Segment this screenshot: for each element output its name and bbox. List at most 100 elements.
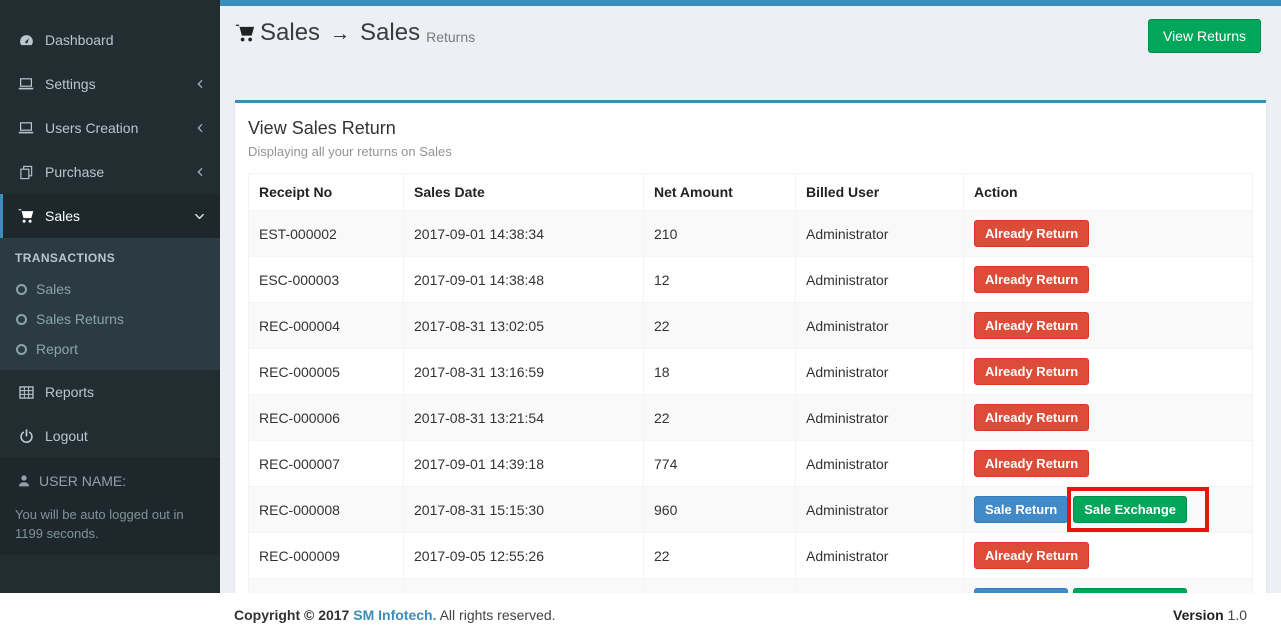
cell-action: Already Return	[963, 348, 1253, 395]
submenu-item-report[interactable]: Report	[0, 334, 220, 364]
table-row: EST-000002 2017-09-01 14:38:34 210 Administ…	[248, 210, 1253, 257]
sidebar-item-sales[interactable]: Sales	[0, 194, 220, 238]
cell-action: Already Return	[963, 302, 1253, 349]
cell-billed-user: Administrator	[795, 578, 964, 593]
cell-action: Sale Return Sale Exchange	[963, 578, 1253, 593]
table-row: REC-000008 2017-08-31 15:15:30 960 Administ…	[248, 486, 1253, 533]
sales-returns-table: Receipt No Sales Date Net Amount Billed Use…	[248, 173, 1253, 593]
submenu-item-label: Report	[36, 341, 79, 357]
sidebar-item-settings[interactable]: Settings	[0, 62, 220, 106]
already-return-button[interactable]: Already Return	[974, 542, 1090, 569]
chevron-left-icon	[195, 79, 205, 89]
sidebar-item-label: Reports	[45, 384, 95, 400]
main-content: Sales → Sales Returns View Returns View …	[220, 0, 1281, 593]
sale-exchange-button[interactable]: Sale Exchange	[1073, 496, 1188, 523]
sidebar: Dashboard Settings Users Creation Purchase S…	[0, 0, 220, 593]
copyright-suffix: All rights reserved.	[439, 607, 556, 623]
circle-o-icon	[16, 313, 27, 325]
cart-icon	[15, 208, 37, 224]
circle-o-icon	[16, 283, 27, 295]
chevron-down-icon	[194, 211, 205, 222]
view-returns-button[interactable]: View Returns	[1147, 19, 1261, 53]
breadcrumb-secondary: Sales	[360, 19, 421, 46]
cell-sales-date: 2017-08-31 13:21:54	[403, 394, 644, 441]
company-link[interactable]: SM Infotech.	[353, 607, 437, 623]
cell-action: Already Return	[963, 440, 1253, 487]
sale-exchange-button[interactable]: Sale Exchange	[1073, 588, 1188, 593]
sidebar-item-logout[interactable]: Logout	[0, 414, 220, 458]
cell-net-amount: 22	[643, 302, 796, 349]
cell-billed-user: Administrator	[795, 486, 964, 533]
version-label: Version	[1173, 607, 1224, 623]
sidebar-item-dashboard[interactable]: Dashboard	[0, 18, 220, 62]
user-name-line: USER NAME:	[15, 473, 205, 489]
already-return-button[interactable]: Already Return	[974, 266, 1090, 293]
cell-net-amount: 18	[643, 348, 796, 395]
submenu-item-sales[interactable]: Sales	[0, 274, 220, 304]
cell-net-amount: 210	[643, 210, 796, 257]
dashboard-icon	[15, 33, 37, 48]
already-return-button[interactable]: Already Return	[974, 220, 1090, 247]
user-name-label: USER NAME:	[39, 473, 127, 489]
cell-billed-user: Administrator	[795, 394, 964, 441]
sidebar-item-users-creation[interactable]: Users Creation	[0, 106, 220, 150]
footer: Copyright © 2017 SM Infotech. All rights…	[0, 593, 1281, 639]
table-row: REC-000004 2017-08-31 13:02:05 22 Administr…	[248, 302, 1253, 349]
table-header-row: Receipt No Sales Date Net Amount Billed Use…	[248, 173, 1253, 211]
breadcrumb-primary[interactable]: Sales	[260, 19, 321, 46]
sale-return-button[interactable]: Sale Return	[974, 588, 1069, 593]
already-return-button[interactable]: Already Return	[974, 450, 1090, 477]
column-header-net-amount: Net Amount	[643, 173, 796, 211]
already-return-button[interactable]: Already Return	[974, 404, 1090, 431]
cell-sales-date: 2017-09-01 14:39:18	[403, 440, 644, 487]
cell-sales-date: 2017-09-05 12:55:26	[403, 532, 644, 579]
breadcrumb-arrow-icon: →	[330, 22, 351, 45]
submenu-item-label: Sales Returns	[36, 311, 124, 327]
cell-net-amount: 22	[643, 578, 796, 593]
transactions-submenu: TRANSACTIONS Sales Sales Returns Report	[0, 238, 220, 370]
sidebar-item-purchase[interactable]: Purchase	[0, 150, 220, 194]
column-header-receipt-no: Receipt No	[248, 173, 404, 211]
breadcrumb: Sales → Sales Returns	[235, 19, 475, 47]
cell-receipt-no: ESC-000003	[248, 256, 404, 303]
panel-subtitle: Displaying all your returns on Sales	[248, 144, 452, 159]
version-value: 1.0	[1227, 607, 1247, 623]
cell-sales-date: 2017-08-31 15:15:30	[403, 486, 644, 533]
content-header: Sales → Sales Returns View Returns	[220, 6, 1281, 94]
sale-return-button[interactable]: Sale Return	[974, 496, 1069, 523]
already-return-button[interactable]: Already Return	[974, 312, 1090, 339]
sales-return-panel: View Sales Return Displaying all your re…	[235, 100, 1266, 593]
copy-icon	[15, 165, 37, 180]
cell-billed-user: Administrator	[795, 440, 964, 487]
column-header-billed-user: Billed User	[795, 173, 964, 211]
sidebar-item-reports[interactable]: Reports	[0, 370, 220, 414]
cell-sales-date: 2017-08-31 13:02:05	[403, 302, 644, 349]
cell-sales-date: 2017-08-31 13:16:59	[403, 348, 644, 395]
sidebar-item-label: Purchase	[45, 164, 105, 180]
table-row: REC-000006 2017-08-31 13:21:54 22 Administr…	[248, 394, 1253, 441]
table-icon	[15, 385, 37, 399]
cell-receipt-no: REC-000010	[248, 578, 404, 593]
sidebar-item-label: Dashboard	[45, 32, 114, 48]
auto-logout-notice: You will be auto logged out in 1199 seco…	[15, 507, 184, 541]
cell-billed-user: Administrator	[795, 302, 964, 349]
submenu-item-sales-returns[interactable]: Sales Returns	[0, 304, 220, 334]
cell-billed-user: Administrator	[795, 210, 964, 257]
table-row: REC-000007 2017-09-01 14:39:18 774 Administ…	[248, 440, 1253, 487]
chevron-left-icon	[195, 123, 205, 133]
circle-o-icon	[16, 343, 27, 355]
sidebar-item-label: Sales	[45, 208, 81, 224]
cell-net-amount: 960	[643, 486, 796, 533]
sidebar-item-label: Logout	[45, 428, 88, 444]
user-panel: USER NAME: You will be auto logged out i…	[0, 458, 220, 555]
already-return-button[interactable]: Already Return	[974, 358, 1090, 385]
laptop-icon	[15, 77, 37, 91]
cell-sales-date: 2017-09-01 14:38:34	[403, 210, 644, 257]
cell-net-amount: 22	[643, 532, 796, 579]
laptop-icon	[15, 121, 37, 135]
cell-billed-user: Administrator	[795, 348, 964, 395]
breadcrumb-sub: Returns	[426, 29, 476, 45]
submenu-header: TRANSACTIONS	[15, 251, 116, 265]
copyright: Copyright © 2017 SM Infotech. All rights…	[234, 607, 556, 623]
